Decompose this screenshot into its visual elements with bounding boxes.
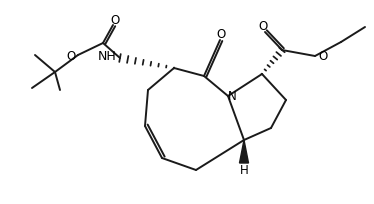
Text: O: O	[217, 29, 226, 41]
Text: O: O	[67, 50, 76, 62]
Text: O: O	[258, 20, 268, 33]
Text: H: H	[240, 164, 248, 177]
Polygon shape	[239, 140, 248, 163]
Text: N: N	[228, 91, 236, 103]
Text: NH: NH	[98, 51, 117, 63]
Text: O: O	[318, 51, 327, 63]
Text: O: O	[110, 13, 120, 27]
